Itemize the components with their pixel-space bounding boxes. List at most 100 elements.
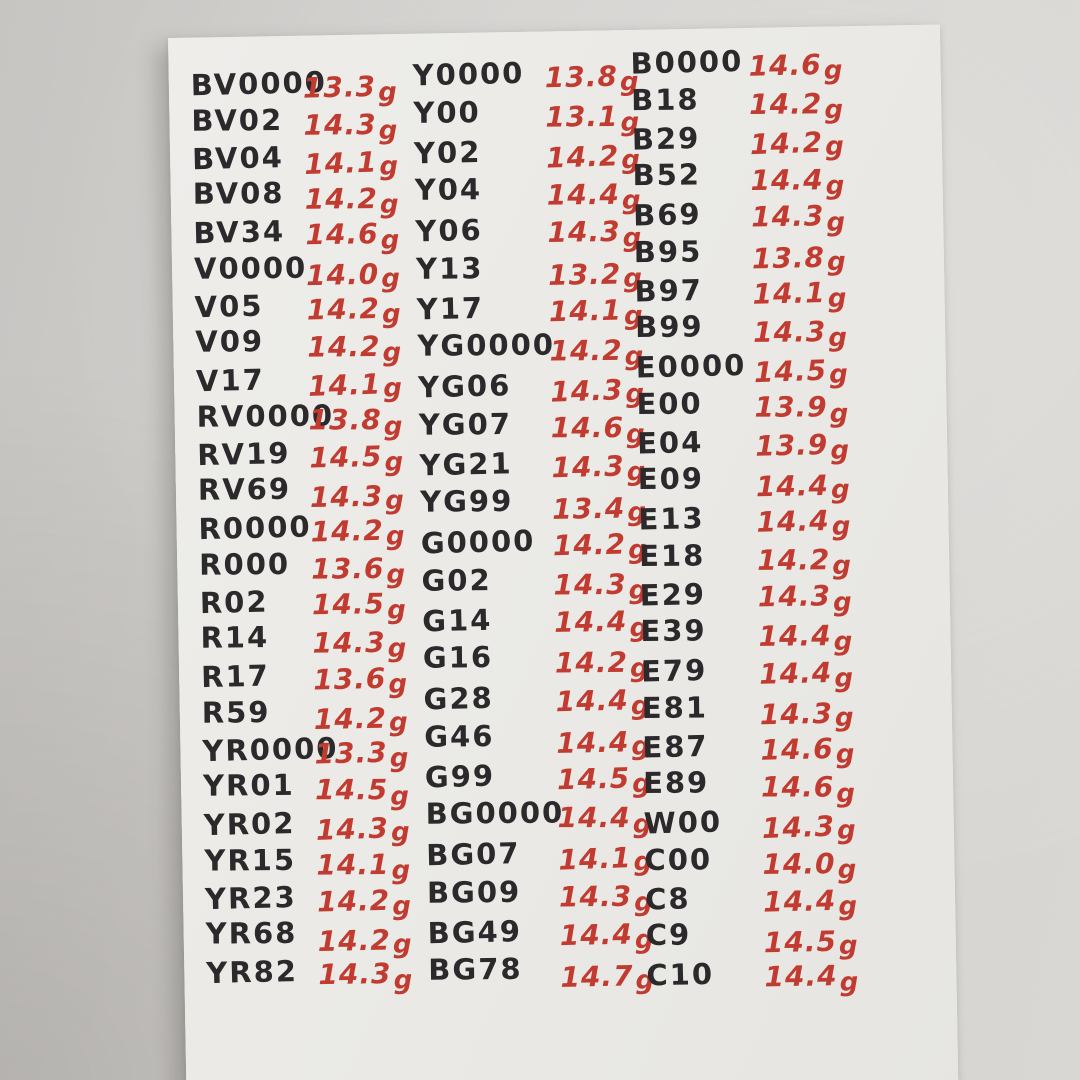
color-code-label: B69 [632,196,703,233]
weight-value: 14.4 [750,163,824,197]
weight-row: R59 14.2 g [202,694,408,738]
weight-value: 14.6 [550,411,624,445]
weight-value: 14.4 [555,725,630,760]
weight-row: E89 14.6 g [643,765,855,809]
weight-row: Y04 14.4 g [415,172,641,216]
gram-unit-label: g [393,965,413,996]
weight-row: E39 14.4 g [640,613,852,657]
weight-row: YR68 14.2 g [205,916,411,960]
weight-row: YG0000 14.2 g [417,327,643,371]
weight-row: R02 14.5 g [199,581,406,626]
weight-row: V05 14.2 g [194,285,401,330]
weight-row: E04 13.9 g [637,422,850,466]
weight-value: 14.6 [761,770,835,804]
color-code-label: YR15 [204,842,297,878]
weight-value: 13.8 [308,403,382,437]
weight-row: B29 14.2 g [631,118,844,162]
weight-value: 14.4 [758,655,833,691]
weight-value: 13.4 [551,491,626,526]
weight-value: 14.6 [305,217,379,252]
weight-value: 13.1 [545,99,619,134]
color-code-label: BG78 [428,951,523,987]
weight-value: 14.2 [306,291,381,327]
weight-row: B0000 14.6 g [630,42,843,86]
weight-row: BG07 14.1 g [426,833,653,877]
weight-row: Y13 13.2 g [415,250,642,294]
color-code-label: BV0000 [190,65,328,103]
weight-value: 13.9 [754,390,828,424]
weight-value: 14.4 [559,917,634,953]
code-column: Y0000 13.8 g Y00 13.1 g Y02 14.2 g Y04 14.4 g Y06 14.… [412,54,654,996]
weight-row: RV69 14.3 g [198,472,404,516]
color-code-label: Y00 [413,95,481,130]
weight-value: 14.2 [552,527,627,563]
color-code-label: Y02 [413,134,482,171]
color-code-label: BG09 [426,874,522,910]
weight-row: YG21 14.3 g [419,443,646,487]
weight-row: YR82 14.3 g [206,951,413,996]
color-code-label: E81 [641,690,709,726]
weight-row: G46 14.4 g [424,718,650,762]
color-code-label: RV0000 [196,398,335,434]
weight-row: R0000 14.2 g [198,507,405,552]
weight-value: 14.4 [546,177,621,212]
weight-row: E29 14.3 g [639,574,852,618]
weight-value: 14.5 [311,587,386,622]
weight-value: 14.3 [318,957,392,992]
weight-value: 14.4 [557,801,631,835]
weight-value: 14.1 [548,293,623,329]
color-code-label: YG06 [417,368,512,405]
color-code-label: E00 [636,386,703,422]
weight-row: C8 14.4 g [644,877,858,922]
color-code-label: Y0000 [412,55,525,93]
weight-row: BV04 14.1 g [191,137,399,182]
weight-row: E81 14.3 g [641,689,854,733]
weight-row: V0000 14.0 g [194,250,400,294]
weight-value: 14.4 [555,683,630,719]
weight-value: 13.3 [314,735,389,771]
weight-value: 14.3 [757,579,832,614]
weight-value: 13.6 [311,551,385,586]
color-code-label: G14 [421,602,493,639]
weight-row: G14 14.4 g [421,599,649,644]
weight-row: G99 14.5 g [425,755,652,800]
color-code-label: E29 [639,576,707,613]
color-code-label: G28 [423,680,495,717]
weight-row: BV08 14.2 g [193,176,399,220]
color-code-label: E39 [640,613,707,649]
color-code-label: E79 [640,652,708,689]
color-code-label: C8 [644,881,691,917]
weight-value: 14.5 [308,439,383,475]
weight-value: 13.8 [544,59,619,95]
color-code-label: B52 [632,157,702,193]
code-column: BV0000 13.3 g BV02 14.3 g BV04 14.1 g BV08 14.2 g BV… [190,64,413,996]
weight-value: 14.2 [749,125,824,162]
color-code-label: BV04 [191,140,285,177]
weight-row: G28 14.4 g [423,677,650,722]
weight-row: R000 13.6 g [199,546,405,590]
weight-row: YR0000 13.3 g [202,729,409,774]
weight-value: 14.3 [753,315,827,349]
weight-row: Y00 13.1 g [413,94,639,138]
weight-row: YR01 14.5 g [203,768,409,812]
color-code-label: Y13 [415,251,484,286]
weight-row: YR15 14.1 g [204,842,410,886]
weight-row: BG78 14.7 g [428,951,654,996]
weight-value: 14.2 [310,513,385,549]
weight-value: 14.2 [749,87,823,121]
color-code-label: R14 [200,620,270,655]
weight-value: 14.3 [553,567,627,602]
color-code-label: V17 [195,362,266,399]
color-code-label: YR23 [204,879,298,917]
weight-row: E09 14.4 g [638,461,850,505]
weight-value: 14.3 [303,108,377,142]
color-code-label: G0000 [420,523,536,561]
color-code-label: R000 [199,546,291,582]
weight-value: 14.2 [757,543,831,577]
color-code-label: R02 [199,584,269,621]
color-code-label: G02 [421,563,492,598]
color-code-label: BG49 [427,914,523,951]
weight-value: 14.2 [307,329,381,364]
weight-value: 14.3 [549,373,624,409]
